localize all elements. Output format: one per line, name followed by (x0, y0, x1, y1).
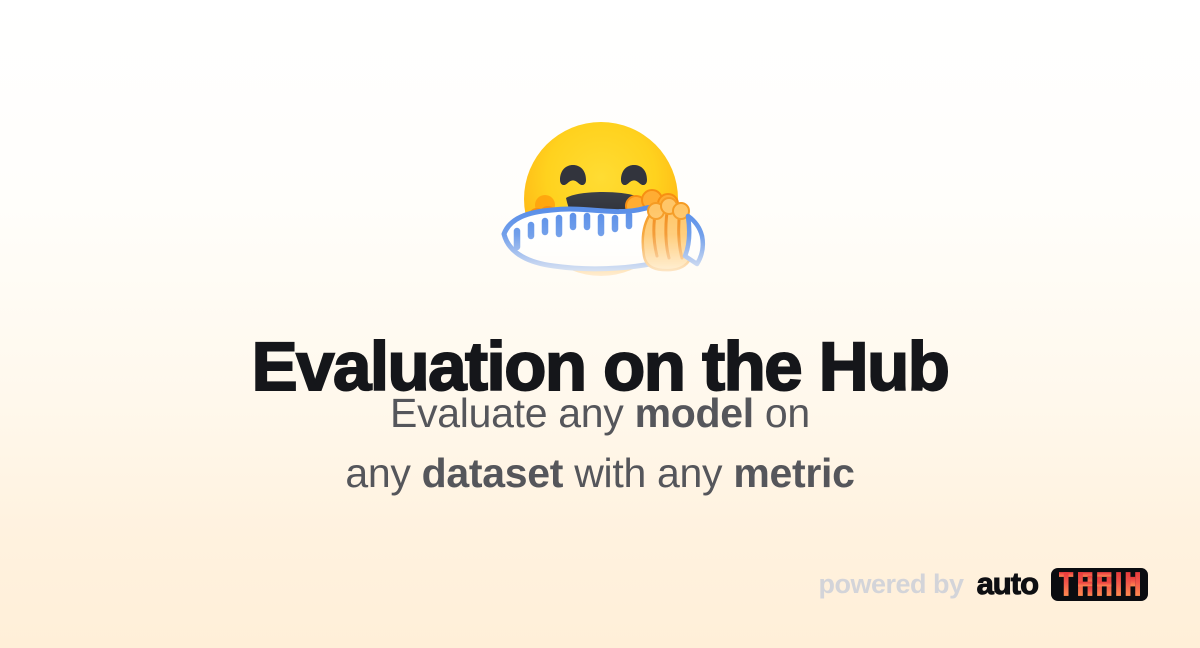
train-pixel-logo-icon (1059, 572, 1140, 596)
hugging-face-ruler-icon (501, 122, 706, 276)
hugging-face-ruler-emoji (492, 106, 716, 290)
subtitle-text: on (753, 390, 810, 436)
powered-by-label: powered by (818, 568, 965, 599)
subtitle-text: with any (563, 450, 734, 496)
subtitle-line-1: Evaluate any model on (0, 383, 1200, 443)
subtitle-line-2: any dataset with any metric (0, 443, 1200, 503)
powered-by-autotrain: powered by auto TRAIN (819, 566, 1148, 602)
autotrain-brand-auto: auto (976, 566, 1039, 602)
subtitle-bold-model: model (634, 390, 755, 436)
autotrain-train-badge: TRAIN (1051, 567, 1148, 601)
subtitle-bold-dataset: dataset (421, 450, 564, 496)
subtitle: Evaluate any model on any dataset with a… (0, 383, 1200, 503)
page-title: Evaluation on the Hub (251, 327, 951, 406)
subtitle-text: Evaluate any (390, 390, 635, 436)
subtitle-bold-metric: metric (733, 450, 855, 496)
subtitle-text: any (345, 450, 422, 496)
